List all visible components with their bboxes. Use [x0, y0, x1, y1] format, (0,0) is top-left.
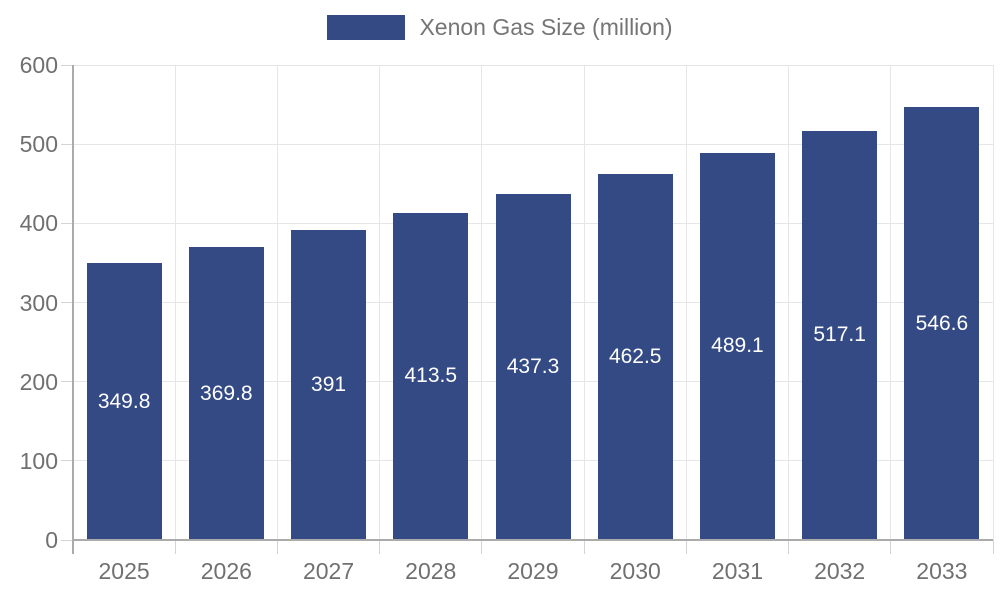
v-gridline — [481, 65, 483, 540]
v-gridline — [788, 65, 790, 540]
x-axis-line — [73, 539, 993, 541]
y-axis-tick — [61, 302, 73, 303]
x-axis-tick-label: 2028 — [405, 558, 457, 584]
x-axis-tick-label: 2026 — [200, 558, 252, 584]
x-axis-tick — [583, 540, 585, 554]
bar — [291, 230, 367, 540]
y-axis-tick-label: 100 — [19, 447, 58, 474]
v-gridline — [379, 65, 381, 540]
y-axis-tick-label: 0 — [45, 527, 58, 553]
x-axis-tick-label: 2030 — [609, 558, 661, 584]
y-axis-tick — [61, 539, 73, 541]
bar — [188, 247, 264, 540]
x-axis-tick — [992, 540, 994, 554]
x-axis-tick — [788, 540, 790, 554]
y-axis-tick — [61, 64, 73, 66]
bar-value-label: 462.5 — [608, 344, 662, 368]
h-gridline — [73, 143, 993, 145]
y-axis-tick — [61, 222, 73, 224]
v-gridline — [890, 65, 892, 540]
y-axis-tick — [61, 143, 73, 145]
bar — [495, 193, 571, 540]
v-gridline — [174, 65, 176, 540]
x-axis-tick-label: 2025 — [98, 558, 150, 584]
bar-value-label: 391 — [311, 373, 347, 397]
bar — [699, 152, 775, 540]
bar — [597, 173, 673, 540]
v-gridline — [685, 65, 687, 540]
bar — [904, 107, 980, 540]
y-axis-tick-label: 600 — [19, 52, 58, 78]
v-gridline — [583, 65, 585, 540]
y-axis-line — [72, 65, 74, 554]
x-axis-tick-label: 2029 — [507, 558, 559, 584]
bar — [86, 263, 162, 540]
legend-swatch — [327, 15, 406, 40]
bar-value-label: 517.1 — [813, 323, 866, 347]
y-axis-tick — [61, 460, 73, 462]
bar-value-label: 546.6 — [915, 311, 969, 335]
y-axis-tick-label: 200 — [19, 368, 58, 395]
bar-value-label: 369.8 — [200, 381, 253, 405]
h-gridline — [73, 64, 993, 66]
x-axis-tick-label: 2033 — [916, 558, 968, 584]
bar-value-label: 413.5 — [404, 364, 458, 388]
x-axis-tick — [685, 540, 687, 554]
x-axis-tick-label: 2027 — [302, 558, 355, 584]
bar — [802, 130, 878, 540]
x-axis-tick-label: 2031 — [711, 558, 764, 584]
y-axis-tick-label: 300 — [19, 289, 58, 316]
bar — [393, 212, 469, 540]
bar-value-label: 437.3 — [506, 354, 560, 378]
x-axis-tick — [276, 540, 278, 554]
chart-legend: Xenon Gas Size (million) — [0, 14, 1000, 41]
x-axis-tick — [379, 540, 381, 554]
bar-value-label: 489.1 — [711, 334, 764, 358]
legend-label: Xenon Gas Size (million) — [419, 14, 673, 40]
y-axis-tick-label: 400 — [19, 210, 58, 237]
legend-item-xenon-gas-size[interactable]: Xenon Gas Size (million) — [327, 14, 673, 41]
bar-value-label: 349.8 — [97, 389, 151, 413]
v-gridline — [992, 65, 994, 540]
y-axis-tick — [61, 381, 73, 383]
v-gridline — [276, 65, 278, 540]
x-axis-tick — [481, 540, 483, 554]
x-axis-tick-label: 2032 — [814, 558, 866, 584]
x-axis-tick — [174, 540, 176, 554]
y-axis-tick-label: 500 — [19, 131, 58, 158]
x-axis-tick — [890, 540, 892, 554]
